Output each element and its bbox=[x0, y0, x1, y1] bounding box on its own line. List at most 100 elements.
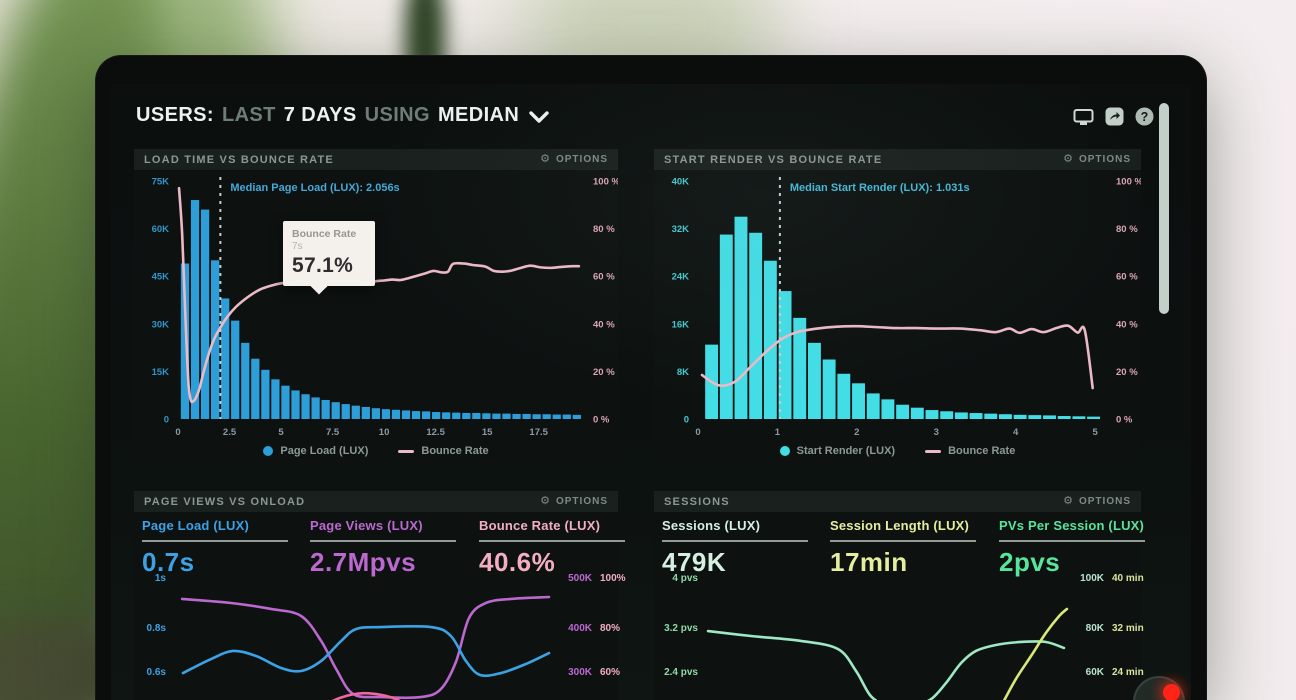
bar bbox=[822, 359, 836, 419]
y-axis-tick: 40 % bbox=[1116, 319, 1138, 330]
y-axis-tick: 40 % bbox=[593, 319, 615, 330]
display-icon[interactable] bbox=[1073, 108, 1094, 126]
gear-icon: ⚙ bbox=[540, 153, 551, 165]
y-axis-tick: 32K bbox=[672, 224, 690, 235]
metric-value: 479K bbox=[662, 547, 727, 577]
bar bbox=[852, 383, 865, 419]
metric-label: Page Load (LUX) bbox=[142, 518, 250, 533]
bar bbox=[190, 200, 200, 419]
panel-page-views-vs-onload: PAGE VIEWS VS ONLOAD ⚙ OPTIONS Page Load… bbox=[134, 491, 626, 700]
options-label: OPTIONS bbox=[555, 496, 608, 507]
legend-line-icon bbox=[925, 449, 942, 453]
legend-label: Bounce Rate bbox=[948, 445, 1016, 457]
bar bbox=[241, 342, 250, 419]
bar bbox=[401, 410, 411, 419]
panel-header: PAGE VIEWS VS ONLOAD ⚙ OPTIONS bbox=[134, 491, 618, 512]
options-button[interactable]: ⚙ OPTIONS bbox=[540, 153, 608, 166]
options-button[interactable]: ⚙ OPTIONS bbox=[1063, 496, 1131, 508]
options-label: OPTIONS bbox=[1078, 496, 1131, 507]
legend-start-render[interactable]: Start Render (LUX) bbox=[779, 445, 896, 457]
y-axis-tick: 0 bbox=[684, 415, 689, 426]
monitor-bezel: USERS: LAST 7 DAYS USING MEDIAN bbox=[95, 55, 1207, 700]
bar bbox=[925, 410, 939, 419]
bar bbox=[763, 260, 777, 419]
bar bbox=[807, 342, 821, 419]
tooltip-subtitle: 7s bbox=[292, 241, 303, 252]
bar bbox=[311, 397, 320, 419]
metric-value: 40.6% bbox=[479, 547, 556, 577]
options-button[interactable]: ⚙ OPTIONS bbox=[1063, 153, 1131, 166]
bar bbox=[572, 414, 581, 419]
x-axis-tick: 17.5 bbox=[529, 427, 548, 438]
bar bbox=[837, 373, 851, 419]
axis-tick: 4 pvs bbox=[672, 573, 698, 584]
title-median: MEDIAN bbox=[437, 104, 520, 126]
legend-page-load[interactable]: Page Load (LUX) bbox=[263, 445, 368, 457]
bar bbox=[1013, 414, 1027, 419]
panel-header: LOAD TIME VS BOUNCE RATE ⚙ OPTIONS bbox=[134, 149, 618, 170]
bar bbox=[261, 369, 270, 419]
title-users: USERS: bbox=[136, 104, 214, 126]
gear-icon: ⚙ bbox=[1063, 153, 1074, 165]
legend-bounce-rate[interactable]: Bounce Rate bbox=[925, 445, 1015, 457]
panel-title: LOAD TIME VS BOUNCE RATE bbox=[144, 153, 334, 166]
panel-start-render-vs-bounce-rate: START RENDER VS BOUNCE RATE ⚙ OPTIONS 40… bbox=[654, 149, 1141, 464]
title-using: USING bbox=[364, 104, 430, 126]
bar bbox=[472, 412, 481, 419]
x-axis-tick: 2 bbox=[854, 427, 859, 438]
page-views-mini-chart[interactable] bbox=[171, 571, 556, 700]
metric-label: Page Views (LUX) bbox=[310, 518, 423, 533]
y-axis-tick: 8K bbox=[677, 367, 689, 378]
start-render-chart[interactable]: 40K 32K 24K 16K 8K 0 100 % 80 % 60 % 40 % 20 % 0 % 0… bbox=[654, 170, 1141, 464]
bar bbox=[381, 409, 391, 419]
recording-dot-icon bbox=[1163, 684, 1180, 700]
metric-session-length: Session Length (LUX) 17min bbox=[830, 518, 982, 578]
bar bbox=[532, 414, 541, 419]
median-annotation: Median Page Load (LUX): 2.056s bbox=[230, 182, 399, 194]
bar bbox=[522, 413, 531, 419]
bar bbox=[492, 413, 501, 419]
bar bbox=[778, 291, 792, 419]
scrollbar[interactable] bbox=[1159, 103, 1169, 314]
bar bbox=[231, 320, 240, 419]
panel-header: START RENDER VS BOUNCE RATE ⚙ OPTIONS bbox=[654, 149, 1141, 170]
axis-tick: 80K bbox=[1085, 623, 1104, 634]
y-axis-tick: 80 % bbox=[1116, 224, 1138, 235]
bar bbox=[321, 399, 330, 419]
bar bbox=[793, 317, 807, 419]
legend-bounce-rate[interactable]: Bounce Rate bbox=[398, 445, 489, 457]
share-icon[interactable] bbox=[1105, 107, 1124, 126]
chart-legend: Page Load (LUX) Bounce Rate bbox=[134, 445, 618, 457]
panel-title: SESSIONS bbox=[664, 495, 730, 508]
tooltip-title: Bounce Rate bbox=[292, 228, 357, 240]
y-axis-tick: 20 % bbox=[1116, 367, 1138, 378]
bar bbox=[734, 216, 748, 419]
bar bbox=[482, 413, 491, 419]
metric-underline bbox=[142, 540, 288, 542]
tooltip-value: 57.1% bbox=[292, 254, 354, 277]
x-axis-tick: 4 bbox=[1013, 427, 1019, 438]
options-button[interactable]: ⚙ OPTIONS bbox=[540, 496, 608, 508]
bar bbox=[1072, 416, 1086, 419]
sessions-mini-chart[interactable] bbox=[701, 571, 1071, 700]
title-last: LAST bbox=[221, 104, 276, 126]
metric-label: Sessions (LUX) bbox=[662, 518, 761, 533]
help-icon[interactable]: ? bbox=[1135, 107, 1154, 126]
legend-label: Start Render (LUX) bbox=[796, 445, 896, 457]
legend-line-icon bbox=[398, 449, 415, 453]
metric-underline bbox=[830, 540, 976, 542]
metric-label: Session Length (LUX) bbox=[830, 518, 970, 533]
bar bbox=[940, 411, 954, 419]
series-line bbox=[1002, 607, 1069, 700]
axis-tick: 80% bbox=[600, 623, 621, 634]
bar bbox=[502, 413, 511, 419]
axis-tick: 100% bbox=[600, 573, 626, 584]
bar bbox=[969, 413, 983, 419]
metric-value: 17min bbox=[830, 547, 908, 577]
axis-tick: 500K bbox=[568, 573, 592, 584]
chevron-down-icon[interactable] bbox=[529, 110, 549, 123]
load-time-chart[interactable]: 75K 60K 45K 30K 15K 0 100 % 80 % 60 % 40 % 20 % 0 %… bbox=[134, 170, 618, 464]
axis-tick: 60% bbox=[600, 667, 621, 678]
metric-underline bbox=[479, 540, 625, 542]
